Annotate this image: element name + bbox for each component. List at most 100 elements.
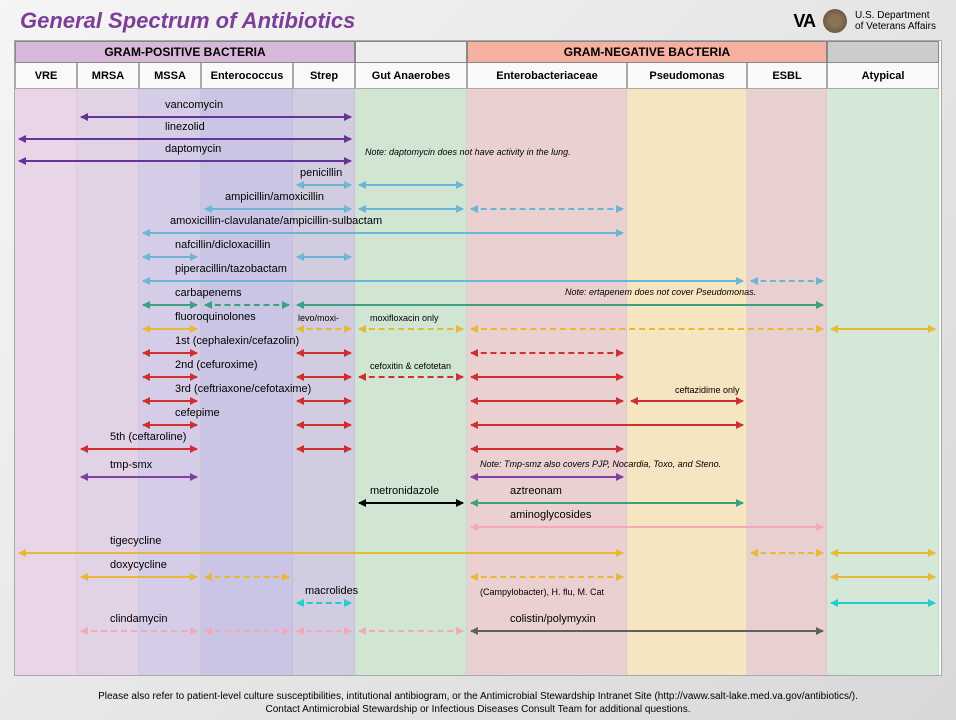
- drug-label: 1st (cephalexin/cefazolin): [175, 335, 299, 347]
- super-header-gap2: [827, 41, 939, 63]
- dept-line1: U.S. Department: [855, 10, 936, 21]
- column-header-row: VREMRSAMSSAEnterococcusStrepGut Anaerobe…: [15, 63, 941, 89]
- footer-text: Please also refer to patient-level cultu…: [0, 690, 956, 716]
- coverage-segment: [143, 328, 197, 330]
- drug-note: Note: daptomycin does not have activity …: [365, 147, 571, 157]
- drug-label: colistin/polymyxin: [510, 613, 596, 625]
- page-title: General Spectrum of Antibiotics: [20, 8, 355, 34]
- coverage-segment: [81, 448, 197, 450]
- coverage-segment: [631, 400, 743, 402]
- coverage-segment: [297, 602, 351, 604]
- drug-row: tmp-smxNote: Tmp-smz also covers PJP, No…: [15, 473, 941, 495]
- drug-row: amoxicillin-clavulanate/ampicillin-sulba…: [15, 229, 941, 251]
- drug-row: aztreonam: [15, 499, 941, 521]
- drug-row: 3rd (ceftriaxone/cefotaxime)ceftazidime …: [15, 397, 941, 419]
- coverage-segment: [471, 502, 743, 504]
- drug-label: macrolides: [305, 585, 358, 597]
- coverage-segment: [143, 256, 197, 258]
- drug-note: Note: ertapenem does not cover Pseudomon…: [565, 287, 756, 297]
- drug-row: vancomycin: [15, 113, 941, 135]
- drug-row: fluoroquinoloneslevo/moxi-moxifloxacin o…: [15, 325, 941, 347]
- spectrum-chart: GRAM-POSITIVE BACTERIAGRAM-NEGATIVE BACT…: [14, 40, 942, 676]
- drug-label: daptomycin: [165, 143, 221, 155]
- title-row: General Spectrum of Antibiotics VA U.S. …: [0, 0, 956, 40]
- footer-line2: Contact Antimicrobial Stewardship or Inf…: [40, 703, 916, 716]
- drug-row: daptomycinNote: daptomycin does not have…: [15, 157, 941, 179]
- footer-line1: Please also refer to patient-level cultu…: [40, 690, 916, 703]
- coverage-segment: [19, 138, 351, 140]
- coverage-segment: [205, 208, 351, 210]
- drug-label: aminoglycosides: [510, 509, 591, 521]
- super-header-row: GRAM-POSITIVE BACTERIAGRAM-NEGATIVE BACT…: [15, 41, 941, 63]
- super-header-gram_pos: GRAM-POSITIVE BACTERIA: [15, 41, 355, 63]
- coverage-segment: [359, 328, 463, 330]
- coverage-segment: [471, 400, 623, 402]
- dept-name: U.S. Department of Veterans Affairs: [855, 10, 936, 32]
- drug-row: penicillin: [15, 181, 941, 203]
- coverage-segment: [205, 576, 289, 578]
- col-header-enterobac: Enterobacteriaceae: [467, 63, 627, 89]
- drug-label: fluoroquinolones: [175, 311, 256, 323]
- chart-body: Note: Dashed lines indicate variable ant…: [15, 89, 941, 675]
- col-header-mrsa: MRSA: [77, 63, 139, 89]
- coverage-segment: [471, 448, 623, 450]
- coverage-segment: [471, 424, 743, 426]
- drug-label: tigecycline: [110, 535, 161, 547]
- coverage-segment: [297, 400, 351, 402]
- logo-block: VA U.S. Department of Veterans Affairs: [793, 9, 936, 33]
- drug-label: piperacillin/tazobactam: [175, 263, 287, 275]
- coverage-segment: [471, 208, 623, 210]
- coverage-segment: [471, 352, 623, 354]
- drug-label: aztreonam: [510, 485, 562, 497]
- drug-row: doxycycline: [15, 573, 941, 595]
- drug-row: 2nd (cefuroxime)cefoxitin & cefotetan: [15, 373, 941, 395]
- drug-row: 1st (cephalexin/cefazolin): [15, 349, 941, 371]
- drug-row: carbapenemsNote: ertapenem does not cove…: [15, 301, 941, 323]
- drug-label: 3rd (ceftriaxone/cefotaxime): [175, 383, 311, 395]
- va-logo: VA: [793, 11, 815, 32]
- mini-label: (Campylobacter), H. flu, M. Cat: [480, 587, 604, 597]
- drug-label: vancomycin: [165, 99, 223, 111]
- drug-label: nafcillin/dicloxacillin: [175, 239, 270, 251]
- drug-label: tmp-smx: [110, 459, 152, 471]
- coverage-segment: [359, 376, 463, 378]
- coverage-segment: [471, 328, 823, 330]
- col-header-pseudo: Pseudomonas: [627, 63, 747, 89]
- drug-row: piperacillin/tazobactam: [15, 277, 941, 299]
- drug-row: ampicillin/amoxicillin: [15, 205, 941, 227]
- drug-label: amoxicillin-clavulanate/ampicillin-sulba…: [170, 215, 382, 227]
- coverage-segment: [471, 376, 623, 378]
- dept-line2: of Veterans Affairs: [855, 21, 936, 32]
- coverage-segment: [471, 576, 623, 578]
- drug-label: 5th (ceftaroline): [110, 431, 186, 443]
- col-header-vre: VRE: [15, 63, 77, 89]
- mini-label: cefoxitin & cefotetan: [370, 361, 451, 371]
- drug-label: ampicillin/amoxicillin: [225, 191, 324, 203]
- col-header-gut: Gut Anaerobes: [355, 63, 467, 89]
- mini-label: levo/moxi-: [298, 313, 339, 323]
- coverage-segment: [143, 304, 197, 306]
- coverage-segment: [297, 448, 351, 450]
- mini-label: moxifloxacin only: [370, 313, 439, 323]
- coverage-segment: [297, 304, 823, 306]
- drug-label: metronidazole: [370, 485, 439, 497]
- drug-label: doxycycline: [110, 559, 167, 571]
- va-seal-icon: [823, 9, 847, 33]
- coverage-segment: [81, 576, 197, 578]
- col-header-mssa: MSSA: [139, 63, 201, 89]
- coverage-segment: [751, 280, 823, 282]
- coverage-segment: [297, 424, 351, 426]
- col-header-strep: Strep: [293, 63, 355, 89]
- coverage-segment: [359, 184, 463, 186]
- coverage-segment: [831, 328, 935, 330]
- drug-label: clindamycin: [110, 613, 167, 625]
- coverage-segment: [751, 552, 823, 554]
- drug-label: penicillin: [300, 167, 342, 179]
- coverage-segment: [831, 602, 935, 604]
- coverage-segment: [831, 552, 935, 554]
- coverage-segment: [471, 526, 823, 528]
- drug-label: 2nd (cefuroxime): [175, 359, 258, 371]
- coverage-segment: [143, 352, 197, 354]
- coverage-segment: [81, 116, 351, 118]
- coverage-segment: [19, 160, 351, 162]
